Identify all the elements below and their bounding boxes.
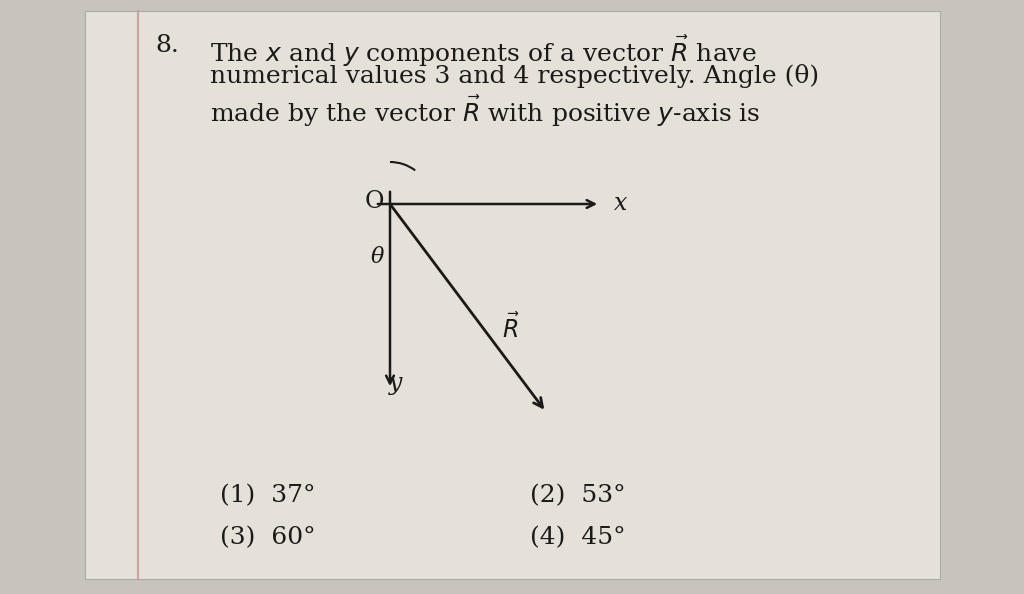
Text: (1)  37°: (1) 37° <box>220 484 315 507</box>
Text: numerical values 3 and 4 respectively. Angle (θ): numerical values 3 and 4 respectively. A… <box>210 64 819 88</box>
Text: (3)  60°: (3) 60° <box>220 526 315 549</box>
Text: (2)  53°: (2) 53° <box>530 484 626 507</box>
FancyBboxPatch shape <box>85 11 940 579</box>
Text: x: x <box>614 192 628 216</box>
Text: 8.: 8. <box>155 34 179 57</box>
Text: O: O <box>365 190 384 213</box>
Text: made by the vector $\vec{R}$ with positive $y$-axis is: made by the vector $\vec{R}$ with positi… <box>210 94 761 129</box>
Text: (4)  45°: (4) 45° <box>530 526 626 549</box>
Text: The $x$ and $y$ components of a vector $\vec{R}$ have: The $x$ and $y$ components of a vector $… <box>210 34 757 69</box>
Text: $\vec{R}$: $\vec{R}$ <box>502 313 519 343</box>
Text: θ: θ <box>371 246 384 268</box>
Text: y: y <box>389 372 402 395</box>
